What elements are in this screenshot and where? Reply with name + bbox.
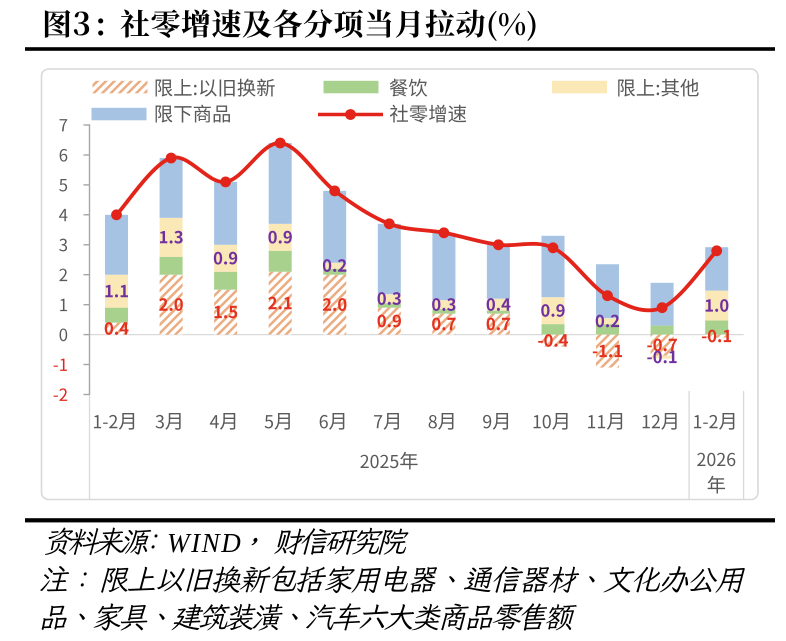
svg-text:WIND: WIND bbox=[167, 528, 242, 558]
